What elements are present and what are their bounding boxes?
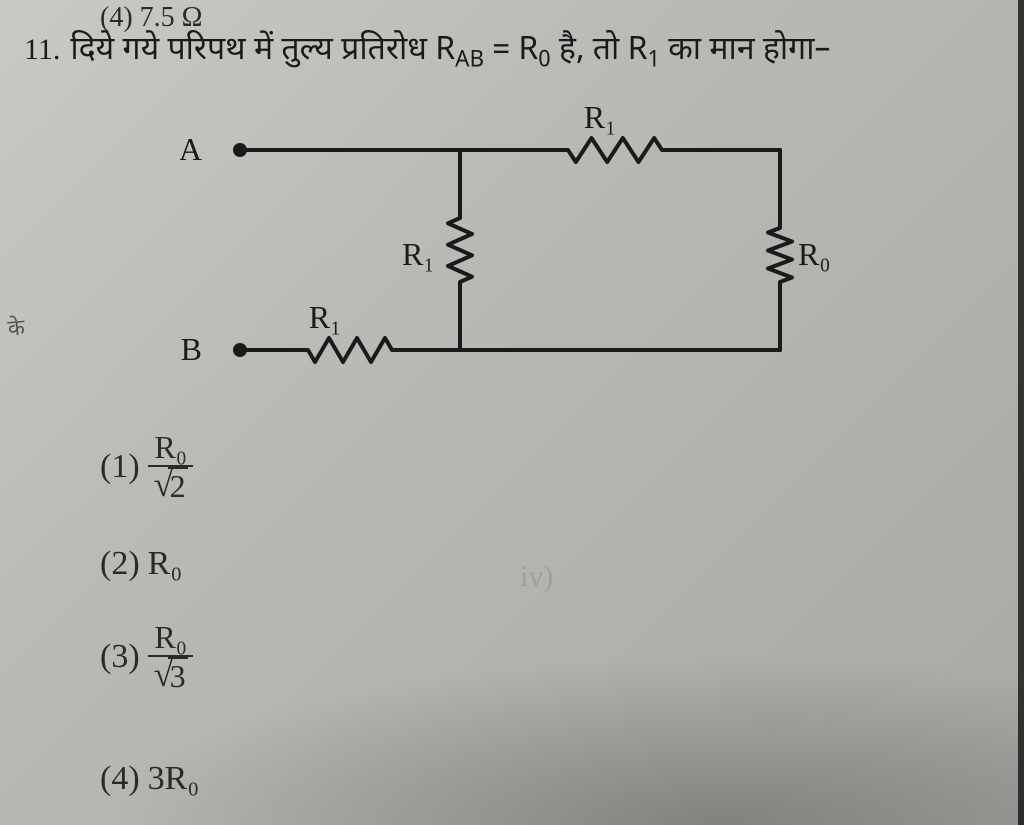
option-1-fraction: R₀ 2 [148,430,194,504]
sub-0a: 0 [538,47,550,76]
question-text: दिये गये परिपथ में तुल्य प्रतिरोध RAB = … [70,32,830,77]
option-1-denominator: 2 [148,467,194,504]
question-row: 11. दिये गये परिपथ में तुल्य प्रतिरोध RA… [24,32,1004,77]
option-4: (4) 3R₀ [100,760,199,798]
option-4-value: 3R₀ [148,760,200,798]
svg-text:A: A [180,131,202,167]
option-1-radicand: 2 [168,467,188,504]
option-2: (2) R₀ [100,545,182,583]
option-3-prefix: (3) [100,638,140,676]
option-3-numerator: R₀ [148,620,193,657]
svg-text:R₀: R₀ [798,236,830,272]
sub-1a: 1 [648,47,660,76]
option-3-fraction: R₀ 3 [148,620,194,694]
qtext-part1: दिये गये परिपथ में तुल्य प्रतिरोध R [70,31,455,73]
svg-text:R₁: R₁ [309,299,342,335]
faint-mark-1: iv) [520,560,553,594]
option-3-radicand: 3 [168,657,188,694]
svg-text:B: B [181,331,202,367]
qtext-part2: = R [484,31,538,73]
svg-text:R₁: R₁ [584,99,617,135]
option-1: (1) R₀ 2 [100,430,194,504]
sub-ab: AB [455,47,484,76]
option-1-numerator: R₀ [148,430,193,467]
question-number: 11. [24,33,60,67]
page-right-edge [1018,0,1024,825]
option-2-prefix: (2) [100,545,140,583]
qtext-part4: का मान होगा– [660,31,831,73]
qtext-part3: है, तो R [551,31,648,73]
option-3-denominator: 3 [148,657,194,694]
option-2-value: R₀ [148,545,183,583]
margin-scribble: के [7,314,26,344]
option-3: (3) R₀ 3 [100,620,194,694]
svg-text:R₁: R₁ [402,236,435,272]
circuit-diagram: A R₁ R₀ R₁ B R₁ [180,90,830,400]
option-4-prefix: (4) [100,760,140,798]
option-1-prefix: (1) [100,448,140,486]
previous-option-fragment: (4) 7.5 Ω [100,2,202,34]
